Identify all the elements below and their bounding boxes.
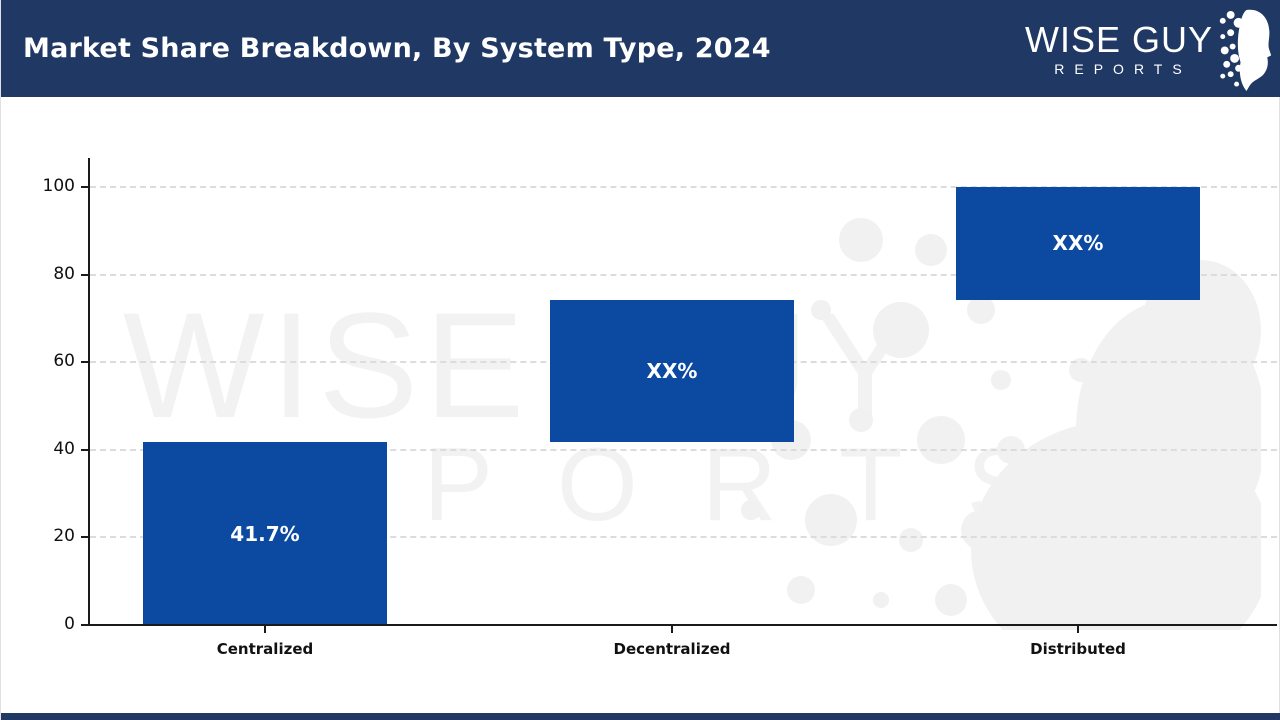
- gridline-20: [90, 536, 1277, 539]
- x-axis-label: Centralized: [216, 640, 314, 658]
- x-axis-label: Distributed: [1030, 640, 1126, 658]
- y-tick-mark: [81, 186, 89, 188]
- x-tick-mark: [1077, 626, 1079, 633]
- bar-centralized: 41.7%: [143, 442, 387, 625]
- footer-bar: [1, 713, 1280, 720]
- page-title: Market Share Breakdown, By System Type, …: [23, 33, 771, 64]
- x-axis-label: Decentralized: [613, 640, 731, 658]
- bar-decentralized: XX%: [550, 299, 794, 443]
- y-tick-mark: [81, 361, 89, 364]
- y-tick-mark: [81, 273, 89, 276]
- y-axis-line: [88, 158, 90, 626]
- y-tick-label: 40: [53, 438, 75, 459]
- brand-logo-text: WISE GUY REPORTS: [1025, 21, 1213, 77]
- bar-value-label: XX%: [1052, 231, 1104, 256]
- dotted-face-profile-icon: [1219, 9, 1272, 91]
- y-tick-label: 100: [42, 176, 75, 196]
- x-tick-mark: [264, 626, 266, 633]
- x-tick-mark: [671, 626, 673, 633]
- x-axis-line: [88, 624, 1277, 626]
- gridline-80: [90, 273, 1277, 276]
- bar-distributed: XX%: [956, 187, 1200, 300]
- gridline-100: [90, 186, 1277, 188]
- watermark-face-icon: [741, 218, 1261, 630]
- y-tick-label: 60: [53, 351, 75, 372]
- brand-logo: WISE GUY REPORTS: [1025, 6, 1273, 92]
- y-tick-label: 80: [53, 263, 75, 284]
- bar-value-label: 41.7%: [230, 521, 300, 546]
- logo-subtext: REPORTS: [1054, 60, 1192, 77]
- y-tick-mark: [81, 448, 89, 451]
- y-tick-label: 20: [53, 526, 75, 547]
- y-tick-label: 0: [64, 614, 75, 634]
- bar-value-label: XX%: [646, 358, 698, 383]
- logo-wordmark: WISE GUY: [1024, 19, 1213, 61]
- gridline-40: [90, 448, 1277, 451]
- header: Market Share Breakdown, By System Type, …: [1, 0, 1280, 97]
- y-tick-mark: [81, 536, 89, 539]
- y-tick-mark: [81, 624, 89, 626]
